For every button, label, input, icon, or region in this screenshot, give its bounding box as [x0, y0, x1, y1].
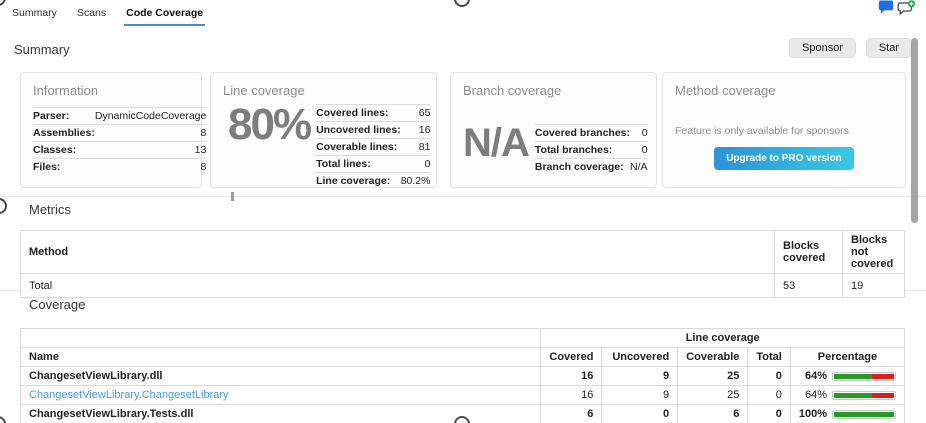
coverage-row-assembly: ChangesetViewLibrary.dll 16 9 25 0 64% — [19, 365, 906, 387]
chat-bubble-icon[interactable] — [878, 0, 894, 21]
coverage-group-header: Line coverage — [540, 328, 905, 348]
divider-tick — [231, 192, 234, 201]
line-row-coverable: Coverable lines: 81 — [316, 138, 431, 156]
percentage-value: 64% — [804, 389, 827, 402]
sponsor-button[interactable]: Sponsor — [789, 38, 856, 58]
line-row-uncovered: Uncovered lines: 16 — [316, 121, 431, 139]
tab-summary[interactable]: Summary — [12, 7, 57, 19]
metrics-col-blocks-covered[interactable]: Blocks covered — [774, 230, 843, 274]
coverage-bar — [832, 371, 896, 381]
metrics-header-row: Method Blocks covered Blocks not covered — [19, 230, 905, 274]
crop-handle-middle-left[interactable] — [0, 198, 7, 214]
coverage-bar — [832, 390, 896, 400]
info-row-parser: Parser: DynamicCodeCoverage — [33, 107, 207, 125]
crop-handle-top-center[interactable] — [454, 0, 470, 7]
branch-coverage-card-title: Branch coverage — [463, 83, 562, 98]
coverage-col-covered[interactable]: Covered — [540, 347, 603, 367]
coverage-row-assembly: ChangesetViewLibrary.Tests.dll 6 0 6 0 1… — [19, 404, 906, 423]
coverage-table: Line coverage Name Covered Uncovered Cov… — [19, 328, 906, 423]
tab-code-coverage[interactable]: Code Coverage — [124, 0, 206, 26]
percentage-value: 100% — [798, 408, 827, 421]
branch-coverage-big-value: N/A — [463, 121, 530, 165]
info-row-files: Files: 8 — [33, 158, 207, 175]
tab-bar: Summary Scans Code Coverage — [10, 0, 206, 26]
metrics-col-method[interactable]: Method — [19, 230, 776, 274]
branch-row-total: Total branches: 0 — [534, 141, 648, 159]
coverage-bar — [832, 409, 896, 419]
line-row-total: Total lines: 0 — [316, 155, 431, 173]
information-card: Information Parser: DynamicCodeCoverage … — [20, 72, 207, 188]
metrics-total-row: Total 53 19 — [19, 273, 905, 298]
coverage-col-uncovered[interactable]: Uncovered — [601, 347, 679, 367]
information-table: Parser: DynamicCodeCoverage Assemblies: … — [33, 107, 207, 175]
branch-coverage-table: Covered branches: 0 Total branches: 0 Br… — [534, 124, 648, 175]
line-coverage-table: Covered lines: 65 Uncovered lines: 16 Co… — [316, 104, 431, 189]
info-row-classes: Classes: 13 — [33, 141, 207, 159]
coverage-row-class: ChangesetViewLibrary.ChangesetLibrary 16… — [19, 385, 906, 406]
line-coverage-card-title: Line coverage — [223, 83, 305, 98]
tab-scans[interactable]: Scans — [76, 7, 107, 19]
crop-handle-bottom-center[interactable] — [454, 416, 470, 423]
coverage-header-row: Name Covered Uncovered Coverable Total P… — [19, 347, 906, 367]
coverage-col-total[interactable]: Total — [747, 347, 791, 367]
summary-section-title: Summary — [14, 42, 70, 57]
crop-handle-top-left[interactable] — [0, 0, 6, 6]
method-coverage-card-title: Method coverage — [675, 83, 776, 98]
branch-row-branch-coverage: Branch coverage: N/A — [534, 158, 648, 175]
assembly-name: ChangesetViewLibrary.dll — [19, 365, 542, 387]
line-row-covered: Covered lines: 65 — [316, 104, 431, 122]
sponsor-feature-note: Feature is only available for sponsors — [675, 125, 849, 137]
coverage-section-title: Coverage — [29, 297, 86, 312]
coverage-group-header-row: Line coverage — [19, 328, 905, 348]
coverage-col-percentage[interactable]: Percentage — [789, 347, 906, 367]
coverage-col-name[interactable]: Name — [19, 347, 542, 367]
information-card-title: Information — [33, 83, 99, 98]
metrics-table: Method Blocks covered Blocks not covered… — [19, 230, 905, 298]
metrics-col-blocks-not-covered[interactable]: Blocks not covered — [842, 230, 905, 274]
crop-handle-bottom-left[interactable] — [0, 416, 6, 423]
branch-row-covered: Covered branches: 0 — [534, 124, 648, 142]
percentage-value: 64% — [804, 370, 827, 383]
topbar-icons — [878, 0, 916, 21]
metrics-section-title: Metrics — [29, 202, 71, 217]
line-coverage-big-value: 80% — [228, 100, 312, 149]
upgrade-pro-button[interactable]: Upgrade to PRO version — [714, 147, 854, 170]
section-divider — [0, 196, 926, 197]
vertical-scrollbar[interactable] — [911, 38, 918, 223]
branch-coverage-card: Branch coverage N/A Covered branches: 0 … — [450, 72, 657, 188]
assembly-name: ChangesetViewLibrary.Tests.dll — [19, 404, 542, 423]
coverage-col-coverable[interactable]: Coverable — [677, 347, 749, 367]
add-comment-icon[interactable] — [897, 0, 916, 21]
coverage-group-empty-cell — [19, 328, 542, 348]
class-name-link[interactable]: ChangesetViewLibrary.ChangesetLibrary — [29, 389, 229, 402]
line-row-line-coverage: Line coverage: 80.2% — [316, 172, 431, 189]
info-row-assemblies: Assemblies: 8 — [33, 124, 207, 142]
line-coverage-card: Line coverage 80% Covered lines: 65 Unco… — [210, 72, 437, 189]
star-button[interactable]: Star — [865, 38, 912, 58]
method-coverage-card: Method coverage Feature is only availabl… — [662, 72, 906, 188]
